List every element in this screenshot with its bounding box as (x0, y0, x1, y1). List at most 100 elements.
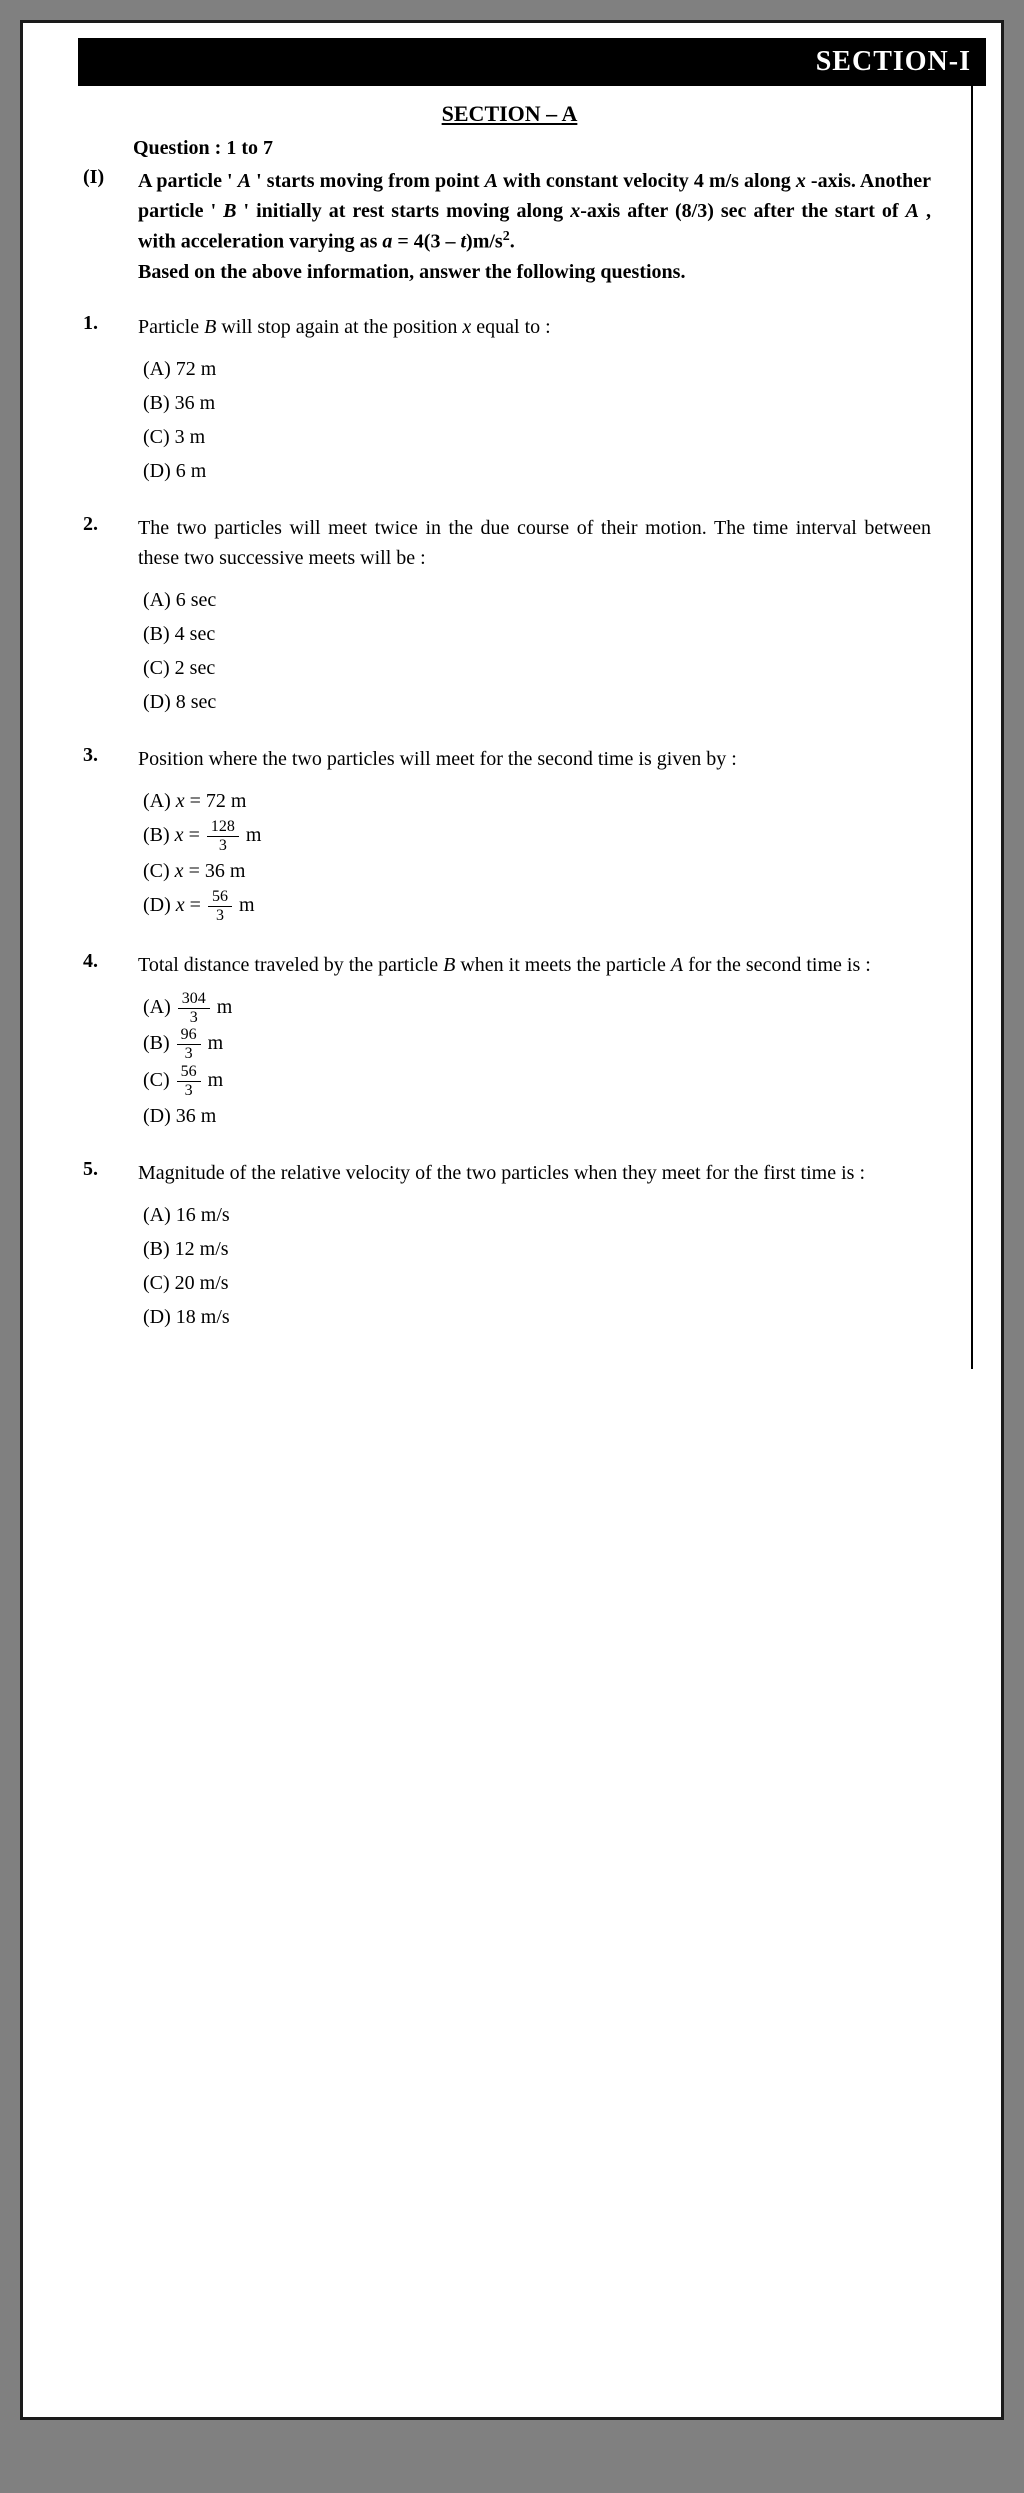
var-B: B (223, 200, 236, 222)
var: x (175, 824, 184, 846)
t: Based on the above information, answer t… (138, 261, 685, 283)
q5-number: 5. (83, 1158, 138, 1334)
eq: = (184, 824, 205, 846)
unit: m (241, 824, 262, 846)
passage-number: (I) (83, 166, 138, 287)
q3-options: (A) x = 72 m (B) x = 1283 m (C) x = 36 m… (143, 784, 931, 925)
var: B (204, 316, 216, 338)
frac: 963 (177, 1026, 201, 1062)
q2-body: The two particles will meet twice in the… (138, 513, 931, 719)
q4-options: (A) 3043 m (B) 963 m (C) 563 m (D) 36 m (143, 990, 931, 1134)
q4-text: Total distance traveled by the particle … (138, 950, 931, 980)
q2-options: (A) 6 sec (B) 4 sec (C) 2 sec (D) 8 sec (143, 583, 931, 719)
q2-opt-d: (D) 8 sec (143, 685, 931, 719)
page: SECTION-I SECTION – A Question : 1 to 7 … (20, 20, 1004, 2420)
q1-text: Particle B will stop again at the positi… (138, 312, 931, 342)
t: )m/s (466, 231, 503, 253)
q5-opt-a: (A) 16 m/s (143, 1198, 931, 1232)
unit: m (212, 996, 233, 1018)
q3-opt-a: (A) x = 72 m (143, 784, 931, 818)
den: 3 (207, 837, 239, 855)
page-wrapper: SECTION-I SECTION – A Question : 1 to 7 … (0, 20, 1024, 2420)
unit: m (203, 1032, 224, 1054)
t: with constant velocity 4 m/s along (498, 170, 796, 192)
question-5: 5. Magnitude of the relative velocity of… (83, 1158, 971, 1334)
q5-text: Magnitude of the relative velocity of th… (138, 1158, 931, 1188)
q3-opt-d: (D) x = 563 m (143, 888, 931, 925)
t: Particle (138, 316, 204, 338)
q5-options: (A) 16 m/s (B) 12 m/s (C) 20 m/s (D) 18 … (143, 1198, 931, 1334)
t: = 4(3 – (392, 231, 460, 253)
eq: = (185, 894, 206, 916)
question-2: 2. The two particles will meet twice in … (83, 513, 971, 719)
question-range: Question : 1 to 7 (133, 137, 971, 160)
section-header-bar: SECTION-I (78, 38, 986, 86)
vertical-divider (971, 86, 973, 1369)
q4-opt-c: (C) 563 m (143, 1063, 931, 1100)
q3-number: 3. (83, 744, 138, 925)
q4-opt-d: (D) 36 m (143, 1099, 931, 1133)
var-x: x (796, 170, 806, 192)
q1-opt-d: (D) 6 m (143, 454, 931, 488)
t: -axis after (8/3) sec after the start of (580, 200, 905, 222)
q1-body: Particle B will stop again at the positi… (138, 312, 931, 488)
q4-opt-b: (B) 963 m (143, 1026, 931, 1063)
q4-body: Total distance traveled by the particle … (138, 950, 931, 1134)
var: B (443, 954, 455, 976)
unit: m (203, 1069, 224, 1091)
exp: 2 (503, 229, 510, 244)
var: x (462, 316, 471, 338)
q4-opt-a: (A) 3043 m (143, 990, 931, 1027)
q2-opt-a: (A) 6 sec (143, 583, 931, 617)
num: 56 (208, 888, 232, 907)
lbl: (D) (143, 894, 176, 916)
t: ' initially at rest starts moving along (237, 200, 571, 222)
frac: 563 (208, 888, 232, 924)
q1-opt-b: (B) 36 m (143, 386, 931, 420)
den: 3 (208, 907, 232, 925)
den: 3 (177, 1045, 201, 1063)
var: x (176, 790, 185, 812)
t: will stop again at the position (216, 316, 462, 338)
q5-opt-b: (B) 12 m/s (143, 1232, 931, 1266)
var-A: A (238, 170, 251, 192)
var: A (671, 954, 683, 976)
frac: 563 (177, 1063, 201, 1099)
lbl: (B) (143, 1032, 175, 1054)
q2-opt-c: (C) 2 sec (143, 651, 931, 685)
t: when it meets the particle (455, 954, 670, 976)
lbl: (A) (143, 996, 176, 1018)
section-subheader: SECTION – A (83, 101, 936, 127)
q3-opt-b: (B) x = 1283 m (143, 818, 931, 855)
lbl: (C) (143, 1069, 175, 1091)
q3-opt-c: (C) x = 36 m (143, 854, 931, 888)
passage-block: (I) A particle ' A ' starts moving from … (83, 166, 971, 287)
den: 3 (178, 1009, 210, 1027)
q3-text: Position where the two particles will me… (138, 744, 931, 774)
num: 96 (177, 1026, 201, 1045)
var-a: a (382, 231, 392, 253)
content-area: SECTION – A Question : 1 to 7 (I) A part… (23, 86, 1001, 1389)
lbl: (B) (143, 824, 175, 846)
t: . (510, 231, 515, 253)
question-4: 4. Total distance traveled by the partic… (83, 950, 971, 1134)
q2-number: 2. (83, 513, 138, 719)
var-A: A (906, 200, 919, 222)
frac: 1283 (207, 818, 239, 854)
q2-text: The two particles will meet twice in the… (138, 513, 931, 573)
var-A: A (485, 170, 498, 192)
lbl: (A) (143, 790, 176, 812)
eq: = 36 m (184, 860, 246, 882)
q1-number: 1. (83, 312, 138, 488)
var: x (175, 860, 184, 882)
q3-body: Position where the two particles will me… (138, 744, 931, 925)
passage-text: A particle ' A ' starts moving from poin… (138, 166, 931, 287)
t: ' starts moving from point (251, 170, 485, 192)
var-x: x (570, 200, 580, 222)
q1-opt-a: (A) 72 m (143, 352, 931, 386)
t: for the second time is : (683, 954, 871, 976)
var: x (176, 894, 185, 916)
num: 128 (207, 818, 239, 837)
num: 304 (178, 990, 210, 1009)
question-1: 1. Particle B will stop again at the pos… (83, 312, 971, 488)
